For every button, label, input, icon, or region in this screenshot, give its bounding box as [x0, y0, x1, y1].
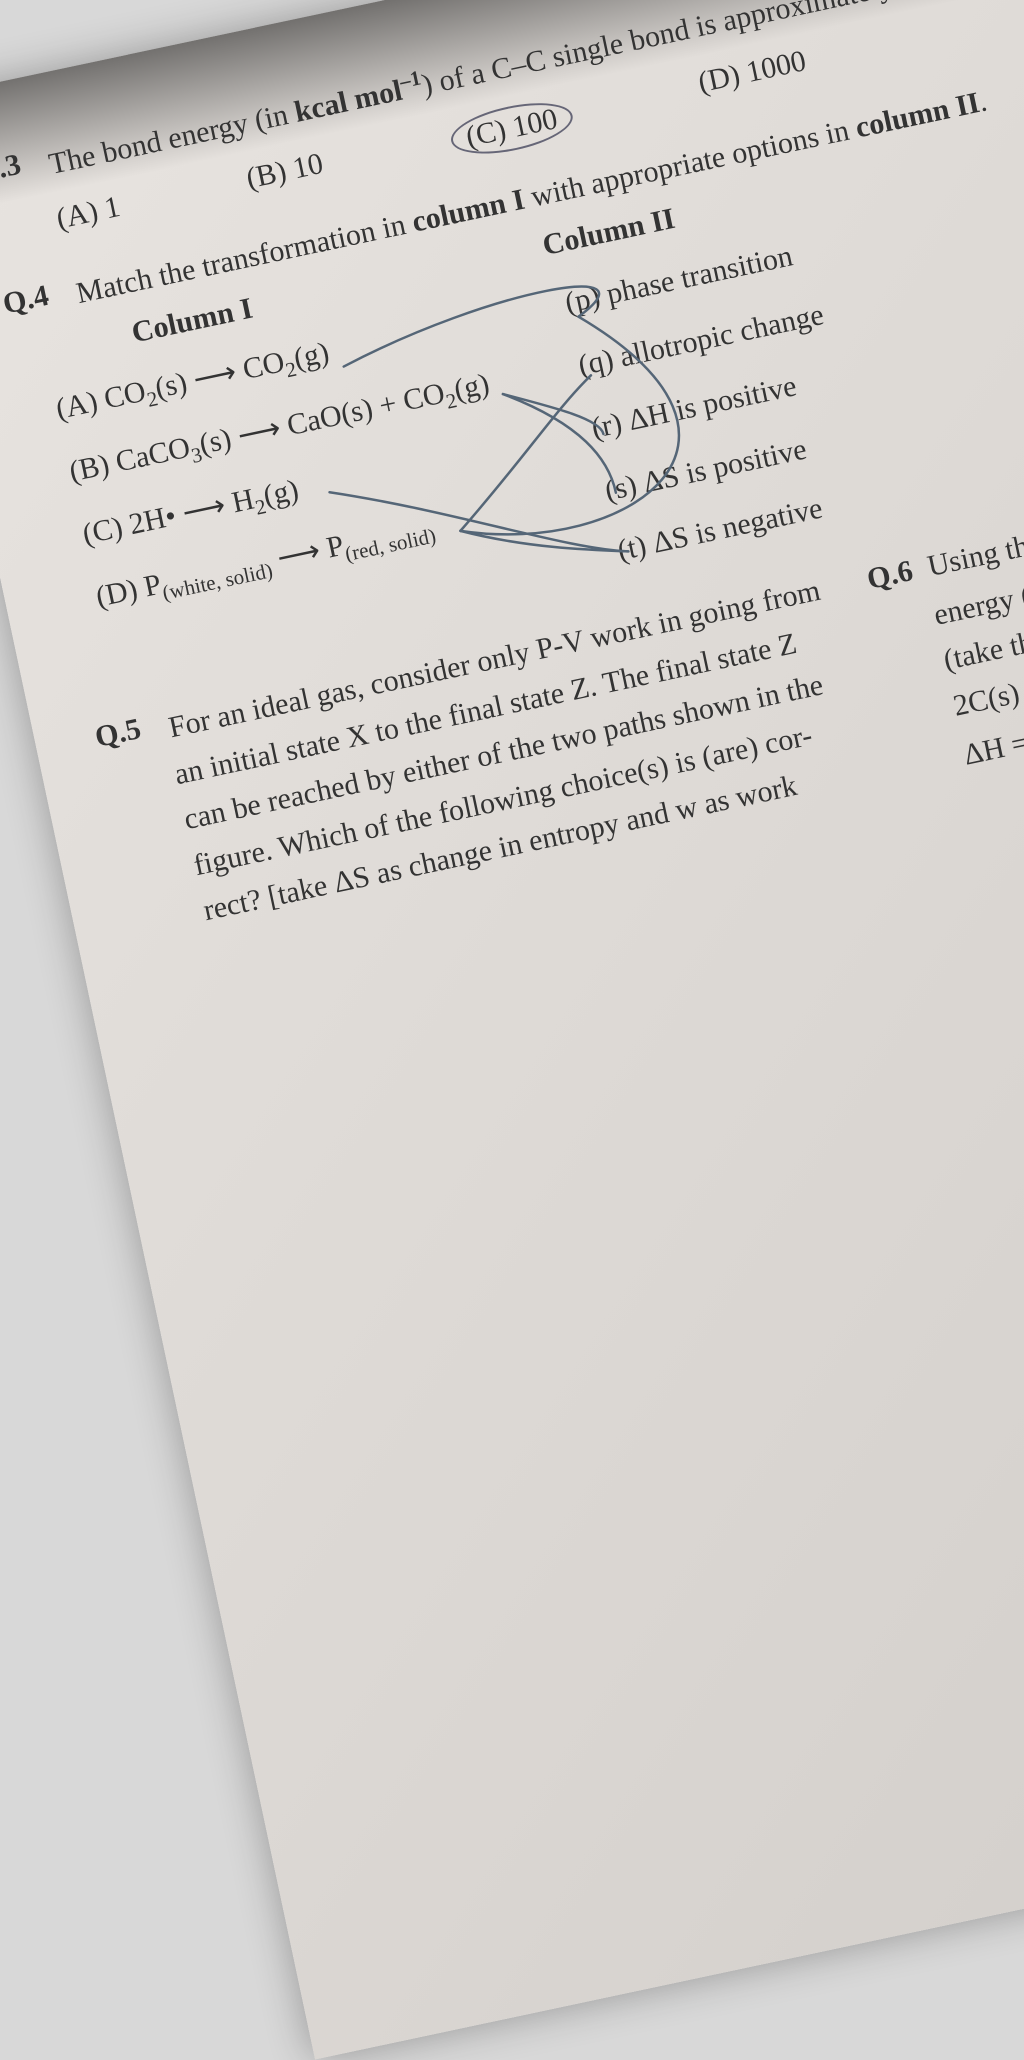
q4-d-p1: (D) P — [93, 568, 164, 614]
q3-option-c: (C) 100 — [446, 93, 577, 162]
q4-d-sub1: (white, solid) — [160, 558, 275, 605]
q4-d-arrow: ⟶ P — [267, 529, 347, 577]
q4-bold-1: column I — [409, 182, 528, 238]
q3-text-bold: kcal mol–1 — [291, 69, 425, 128]
q6-number: Q.6 — [864, 554, 916, 597]
q3-option-b: (B) 10 — [243, 146, 328, 205]
q3-number: Q.3 — [0, 143, 48, 191]
q4-bold-2: column II — [852, 86, 982, 144]
q4-number: Q.4 — [0, 273, 75, 321]
exam-page: v(m) Q.3 The bond energy (in kcal mol–1)… — [0, 0, 1024, 2059]
q3-option-d: (D) 1000 — [695, 44, 811, 110]
q3-kcal: kcal mol — [291, 74, 405, 129]
q5-number: Q.5 — [92, 707, 168, 755]
q3-option-c-circled: (C) 100 — [446, 93, 577, 162]
q3-option-a: (A) 1 — [53, 190, 125, 246]
q4-d-sub2: (red, solid) — [343, 523, 438, 566]
